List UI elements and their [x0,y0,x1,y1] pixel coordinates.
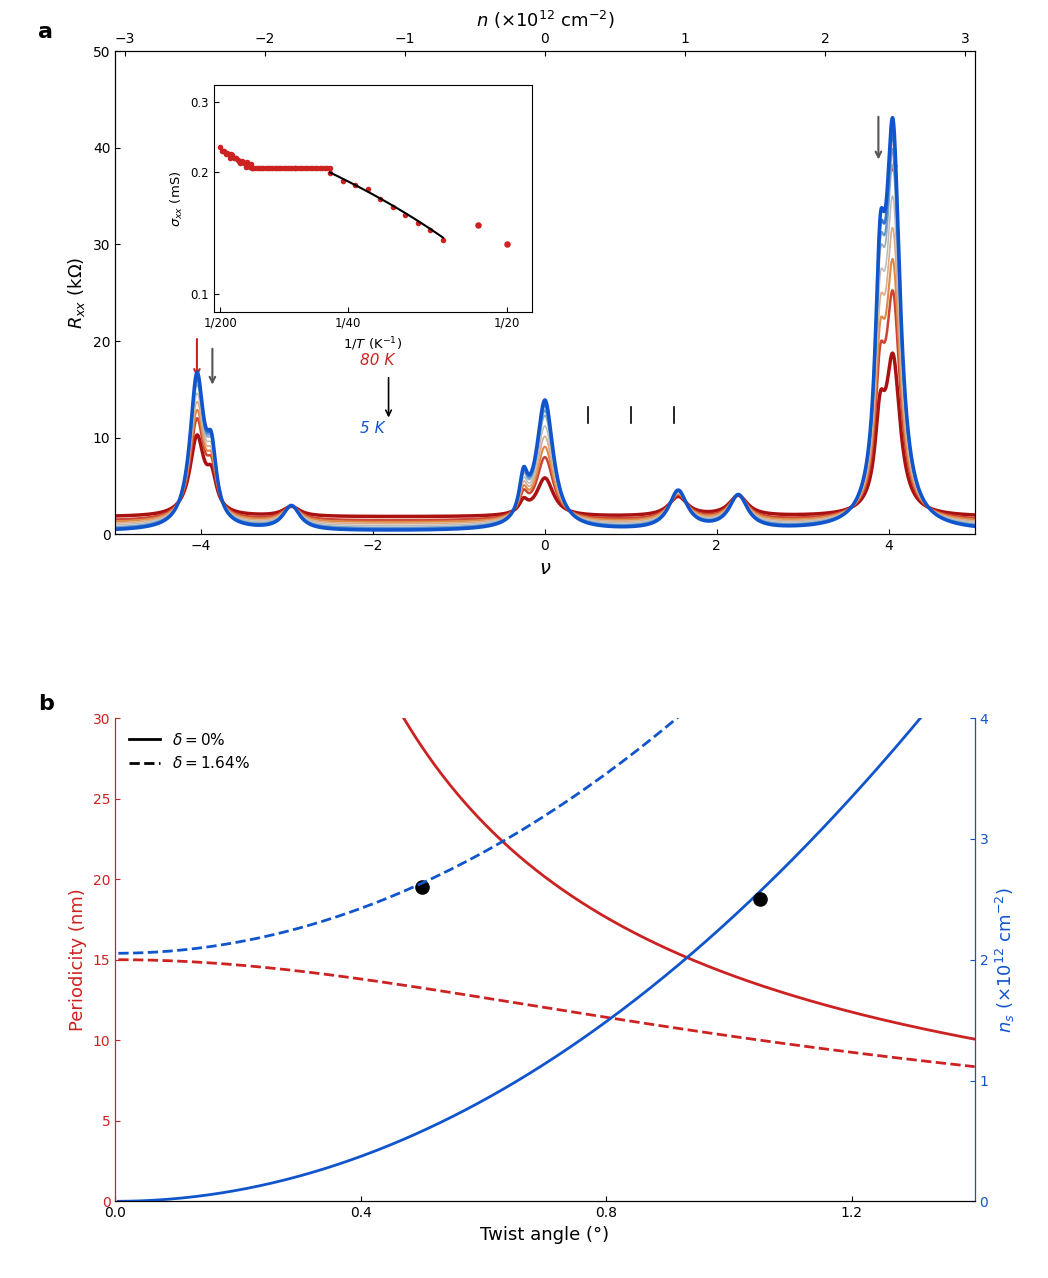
Text: b: b [38,694,53,714]
X-axis label: Twist angle (°): Twist angle (°) [480,1226,610,1243]
Y-axis label: $n_s$ ($\times 10^{12}$ cm$^{-2}$): $n_s$ ($\times 10^{12}$ cm$^{-2}$) [994,887,1017,1033]
X-axis label: $n$ ($\times 10^{12}$ cm$^{-2}$): $n$ ($\times 10^{12}$ cm$^{-2}$) [476,9,614,31]
Y-axis label: Periodicity (nm): Periodicity (nm) [69,888,87,1031]
Legend: $\delta = 0\%$, $\delta = 1.64\%$: $\delta = 0\%$, $\delta = 1.64\%$ [123,726,256,777]
Y-axis label: $R_{xx}$ (k$\Omega$): $R_{xx}$ (k$\Omega$) [66,257,87,328]
Text: a: a [38,22,53,42]
X-axis label: $\nu$: $\nu$ [539,558,551,578]
Text: 80 K: 80 K [361,353,395,368]
Text: 5 K: 5 K [361,420,385,436]
Point [414,877,431,897]
Point [751,889,768,910]
